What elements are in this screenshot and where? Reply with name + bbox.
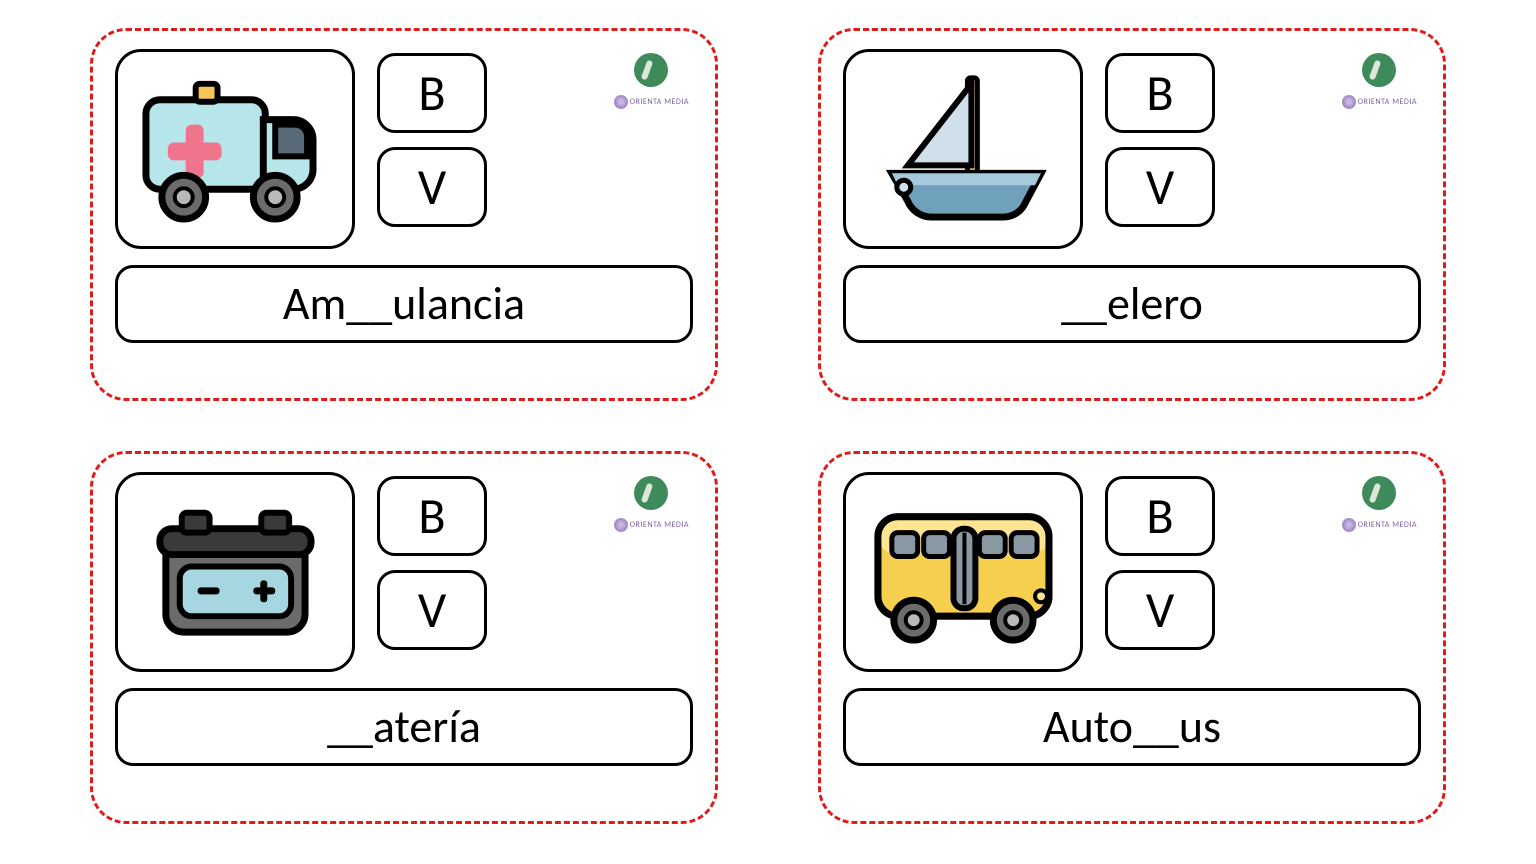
word-blank: Auto__us xyxy=(843,688,1421,766)
choice-v-button[interactable]: V xyxy=(377,570,487,650)
brand-logos: ORIENTA MEDIA xyxy=(614,476,689,532)
brand-logos: ORIENTA MEDIA xyxy=(1342,476,1417,532)
bus-icon xyxy=(864,490,1063,655)
logo-circle-icon xyxy=(634,476,668,510)
ambulance-icon xyxy=(136,67,335,232)
logo-circle-icon xyxy=(1362,53,1396,87)
choice-b-button[interactable]: B xyxy=(1105,476,1215,556)
image-box xyxy=(843,49,1083,249)
card-grid: ORIENTA MEDIA B V Am__ulancia ORIENTA ME… xyxy=(0,0,1536,864)
flashcard-bateria: ORIENTA MEDIA B V __atería xyxy=(90,451,718,824)
image-box xyxy=(843,472,1083,672)
image-box xyxy=(115,472,355,672)
flashcard-ambulancia: ORIENTA MEDIA B V Am__ulancia xyxy=(90,28,718,401)
flashcard-autobus: ORIENTA MEDIA B V Auto__us xyxy=(818,451,1446,824)
choice-b-button[interactable]: B xyxy=(377,53,487,133)
image-box xyxy=(115,49,355,249)
logo-brand-text: ORIENTA MEDIA xyxy=(1342,95,1417,109)
logo-brand-text: ORIENTA MEDIA xyxy=(1342,518,1417,532)
logo-circle-icon xyxy=(634,53,668,87)
word-blank: Am__ulancia xyxy=(115,265,693,343)
brand-logos: ORIENTA MEDIA xyxy=(1342,53,1417,109)
sailboat-icon xyxy=(864,67,1063,232)
word-blank: __elero xyxy=(843,265,1421,343)
choice-v-button[interactable]: V xyxy=(377,147,487,227)
word-blank: __atería xyxy=(115,688,693,766)
choice-v-button[interactable]: V xyxy=(1105,147,1215,227)
flashcard-velero: ORIENTA MEDIA B V __elero xyxy=(818,28,1446,401)
logo-circle-icon xyxy=(1362,476,1396,510)
choice-v-button[interactable]: V xyxy=(1105,570,1215,650)
choice-b-button[interactable]: B xyxy=(1105,53,1215,133)
brand-logos: ORIENTA MEDIA xyxy=(614,53,689,109)
logo-brand-text: ORIENTA MEDIA xyxy=(614,518,689,532)
logo-brand-text: ORIENTA MEDIA xyxy=(614,95,689,109)
choice-b-button[interactable]: B xyxy=(377,476,487,556)
battery-icon xyxy=(136,490,335,655)
